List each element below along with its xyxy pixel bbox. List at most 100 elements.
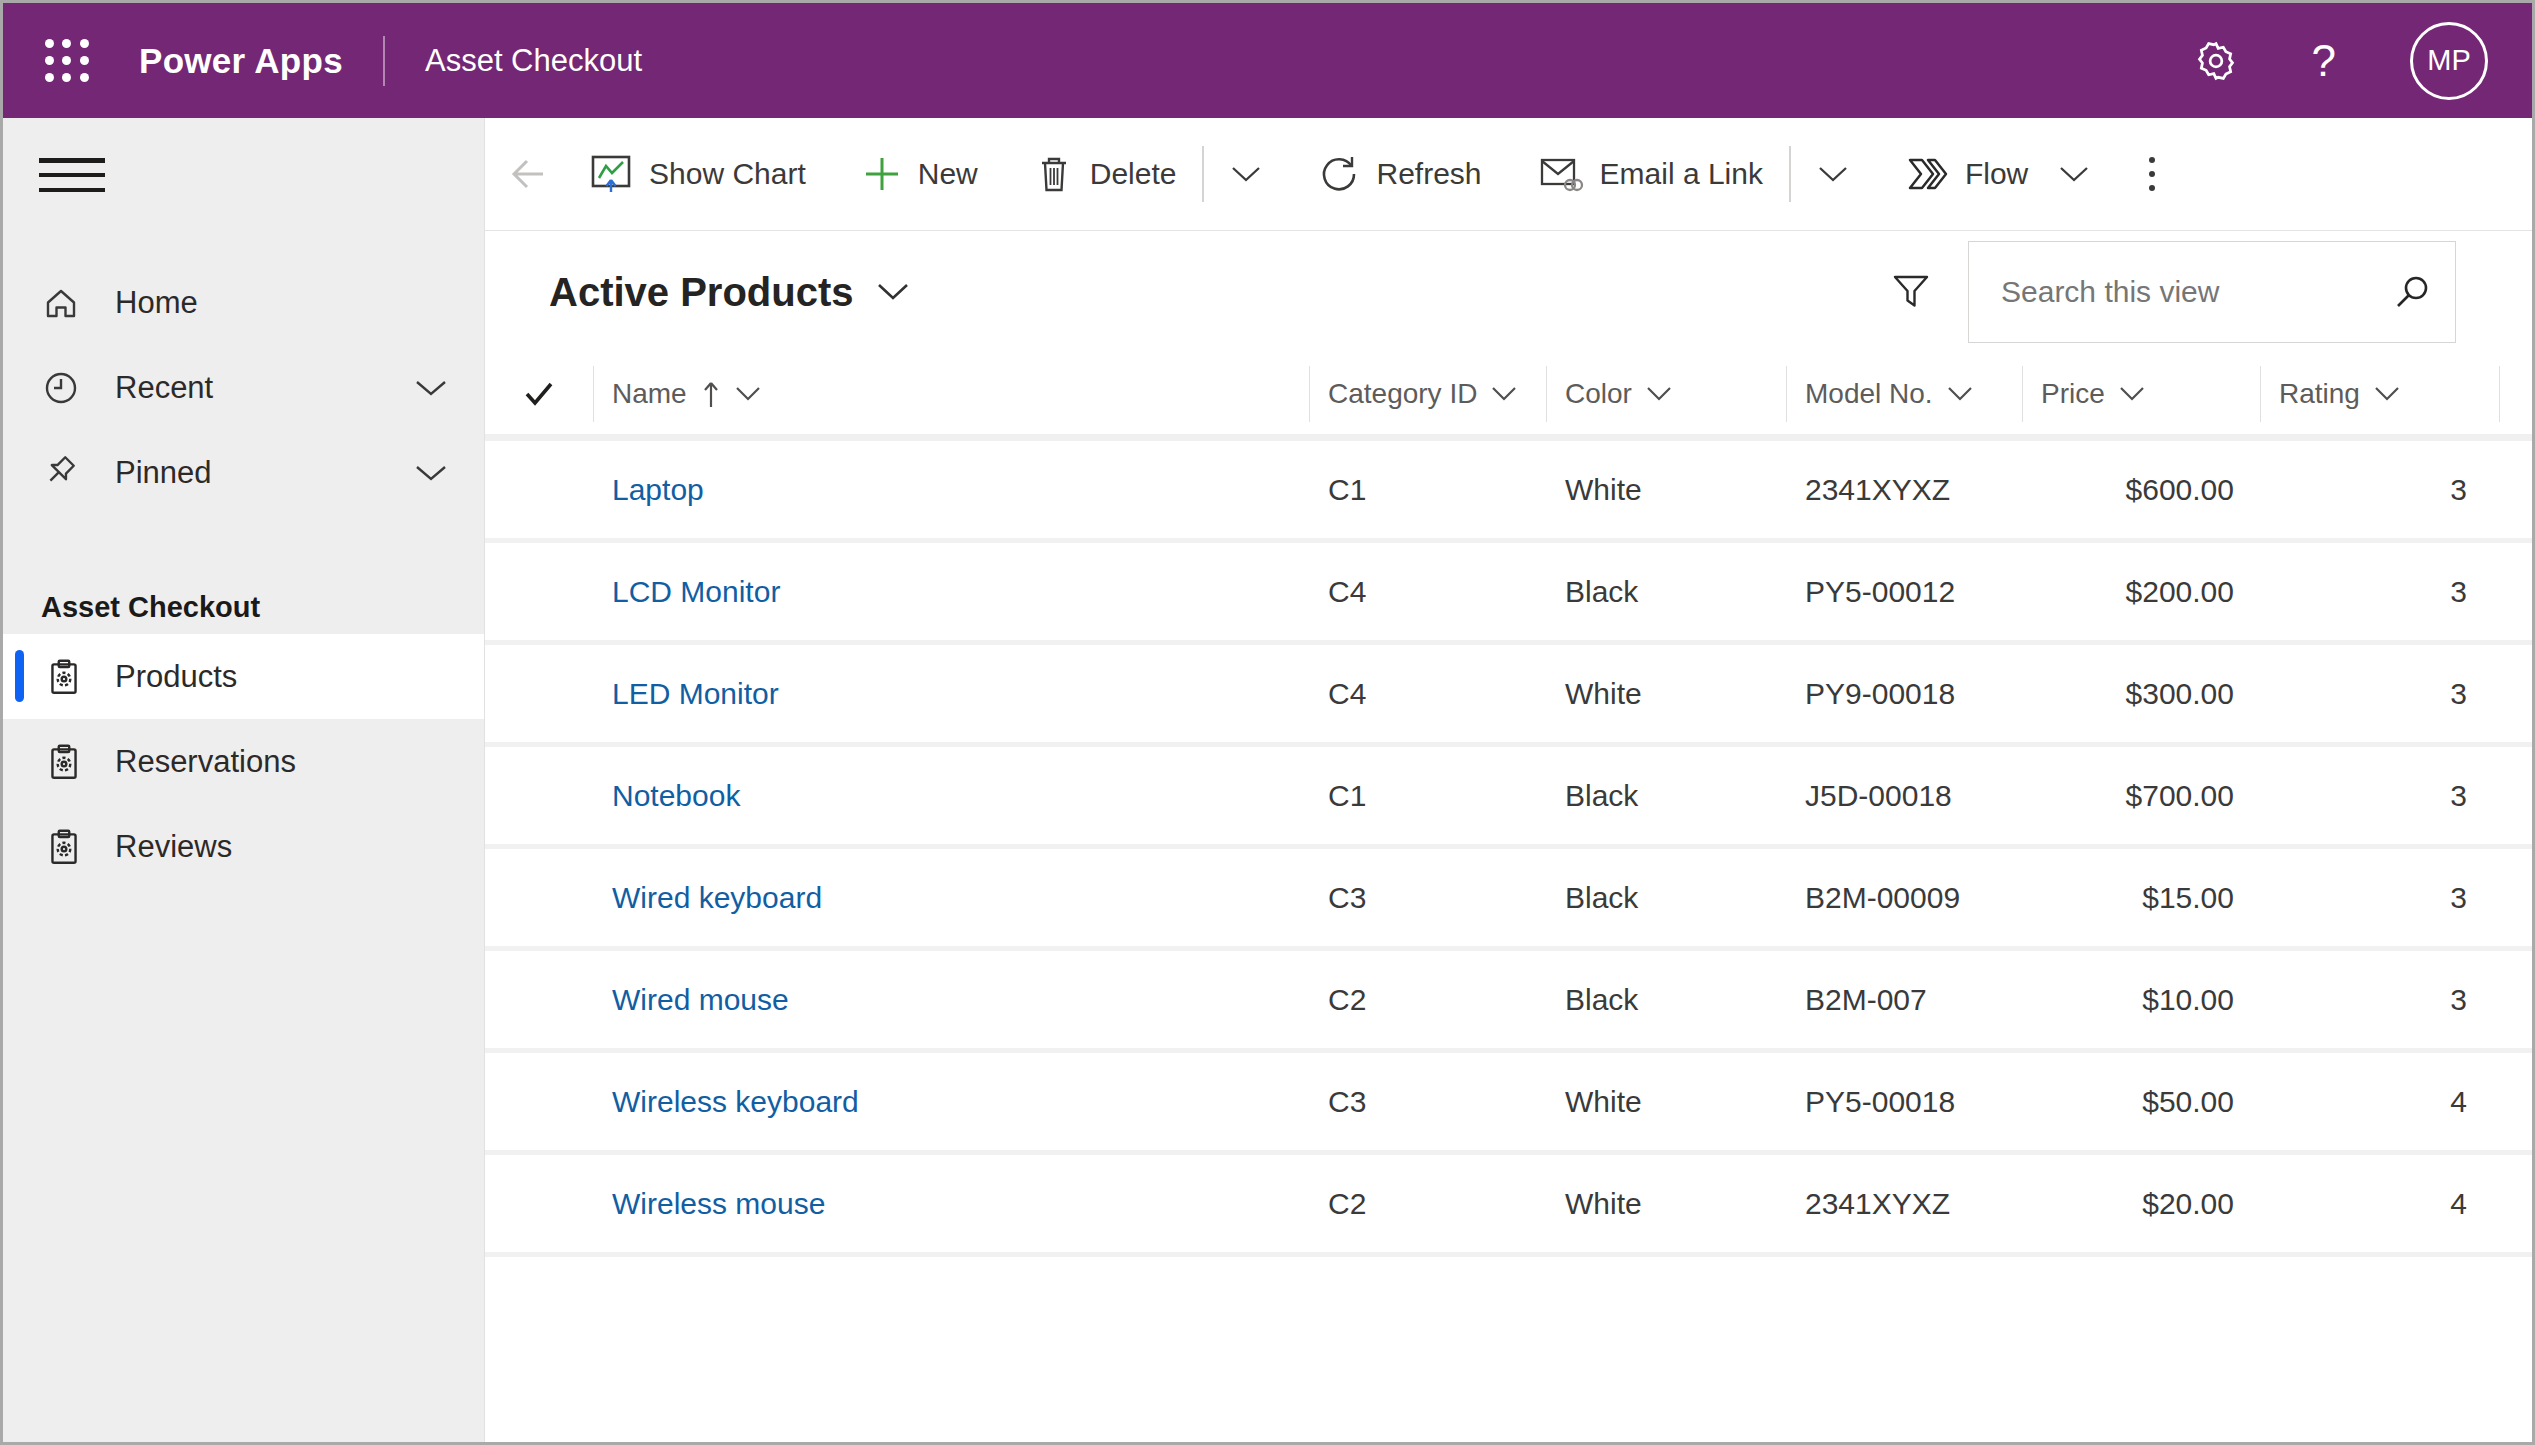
column-label: Name bbox=[612, 378, 687, 410]
column-label: Rating bbox=[2279, 378, 2360, 410]
cell-color: White bbox=[1546, 1085, 1786, 1119]
chevron-down-icon[interactable] bbox=[414, 463, 448, 483]
table-row[interactable]: LED Monitor C4 White PY9-00018 $300.00 3 bbox=[485, 645, 2532, 747]
sidebar-item-label: Reviews bbox=[115, 829, 232, 865]
record-link[interactable]: LCD Monitor bbox=[612, 575, 780, 608]
cell-rating: 3 bbox=[2260, 983, 2499, 1017]
plus-icon bbox=[862, 154, 902, 194]
chevron-down-icon bbox=[2058, 165, 2090, 183]
gear-icon[interactable] bbox=[2194, 39, 2238, 83]
table-row[interactable]: Notebook C1 Black J5D-00018 $700.00 3 bbox=[485, 747, 2532, 849]
button-label: Show Chart bbox=[649, 157, 806, 191]
cell-name: LCD Monitor bbox=[593, 575, 1309, 609]
cell-name: Wired mouse bbox=[593, 983, 1309, 1017]
cell-category-id: C4 bbox=[1309, 677, 1546, 711]
command-bar: Show Chart New Delete bbox=[485, 118, 2532, 231]
chevron-down-icon[interactable] bbox=[2374, 386, 2400, 401]
clipboard-gear-icon bbox=[43, 741, 85, 783]
column-header-price[interactable]: Price bbox=[2022, 366, 2260, 422]
record-link[interactable]: Laptop bbox=[612, 473, 704, 506]
cell-price: $300.00 bbox=[2022, 677, 2260, 711]
cell-model-no: B2M-007 bbox=[1786, 983, 2022, 1017]
toolbar-divider bbox=[1202, 146, 1204, 202]
more-vertical-icon[interactable] bbox=[2138, 142, 2166, 206]
cell-model-no: PY9-00018 bbox=[1786, 677, 2022, 711]
chevron-down-icon[interactable] bbox=[1491, 386, 1517, 401]
column-header-category-id[interactable]: Category ID bbox=[1309, 366, 1546, 422]
chevron-down-icon[interactable] bbox=[1646, 386, 1672, 401]
overflow-chevron[interactable] bbox=[1222, 155, 1270, 193]
column-header-model-no[interactable]: Model No. bbox=[1786, 366, 2022, 422]
sidebar-item-reservations[interactable]: Reservations bbox=[3, 719, 484, 804]
select-all-checkbox[interactable] bbox=[485, 366, 593, 422]
table-row[interactable]: Wired mouse C2 Black B2M-007 $10.00 3 bbox=[485, 951, 2532, 1053]
cell-model-no: B2M-00009 bbox=[1786, 881, 2022, 915]
flow-icon bbox=[1905, 153, 1949, 195]
record-link[interactable]: Wireless mouse bbox=[612, 1187, 825, 1220]
view-selector[interactable]: Active Products bbox=[549, 270, 910, 315]
table-row[interactable]: Wireless mouse C2 White 2341XYXZ $20.00 … bbox=[485, 1155, 2532, 1257]
chevron-down-icon[interactable] bbox=[2119, 386, 2145, 401]
email-link-icon bbox=[1538, 154, 1584, 194]
sidebar-item-home[interactable]: Home bbox=[3, 260, 484, 345]
filter-icon[interactable] bbox=[1890, 272, 1932, 312]
cell-model-no: J5D-00018 bbox=[1786, 779, 2022, 813]
chevron-down-icon[interactable] bbox=[735, 386, 761, 401]
column-header-color[interactable]: Color bbox=[1546, 366, 1786, 422]
record-link[interactable]: Wireless keyboard bbox=[612, 1085, 859, 1118]
overflow-chevron[interactable] bbox=[1809, 155, 1857, 193]
table-row[interactable]: Laptop C1 White 2341XYXZ $600.00 3 bbox=[485, 441, 2532, 543]
button-label: Delete bbox=[1090, 157, 1177, 191]
avatar[interactable]: MP bbox=[2410, 22, 2488, 100]
clipboard-gear-icon bbox=[43, 656, 85, 698]
column-label: Category ID bbox=[1328, 378, 1477, 410]
record-link[interactable]: LED Monitor bbox=[612, 677, 779, 710]
column-header-name[interactable]: Name bbox=[593, 366, 1309, 422]
record-link[interactable]: Wired mouse bbox=[612, 983, 789, 1016]
cell-category-id: C3 bbox=[1309, 881, 1546, 915]
column-label: Model No. bbox=[1805, 378, 1933, 410]
chevron-down-icon[interactable] bbox=[1947, 386, 1973, 401]
refresh-icon bbox=[1318, 153, 1360, 195]
waffle-icon[interactable] bbox=[41, 35, 93, 87]
sidebar-item-recent[interactable]: Recent bbox=[3, 345, 484, 430]
search-box bbox=[1968, 241, 2456, 343]
table-row[interactable]: Wireless keyboard C3 White PY5-00018 $50… bbox=[485, 1053, 2532, 1155]
cell-rating: 3 bbox=[2260, 575, 2499, 609]
new-button[interactable]: New bbox=[854, 144, 986, 204]
search-input[interactable] bbox=[1969, 274, 2393, 310]
refresh-button[interactable]: Refresh bbox=[1310, 143, 1489, 205]
sidebar-item-products[interactable]: Products bbox=[3, 634, 484, 719]
email-a-link-button[interactable]: Email a Link bbox=[1530, 144, 1771, 204]
chevron-down-icon[interactable] bbox=[414, 378, 448, 398]
column-header-rating[interactable]: Rating bbox=[2260, 366, 2499, 422]
cell-name: Notebook bbox=[593, 779, 1309, 813]
sidebar-item-pinned[interactable]: Pinned bbox=[3, 430, 484, 515]
sidebar: Home Recent Pinned bbox=[3, 118, 485, 1442]
column-label: Price bbox=[2041, 378, 2105, 410]
cell-price: $200.00 bbox=[2022, 575, 2260, 609]
clock-icon bbox=[41, 368, 81, 408]
sidebar-item-reviews[interactable]: Reviews bbox=[3, 804, 484, 889]
record-link[interactable]: Wired keyboard bbox=[612, 881, 822, 914]
cell-rating: 3 bbox=[2260, 881, 2499, 915]
app-header: Power Apps Asset Checkout ? MP bbox=[3, 3, 2532, 118]
cell-price: $700.00 bbox=[2022, 779, 2260, 813]
flow-button[interactable]: Flow bbox=[1897, 143, 2098, 205]
brand-title: Power Apps bbox=[139, 41, 343, 81]
cell-color: White bbox=[1546, 473, 1786, 507]
record-link[interactable]: Notebook bbox=[612, 779, 740, 812]
search-icon[interactable] bbox=[2393, 273, 2431, 311]
table-row[interactable]: LCD Monitor C4 Black PY5-00012 $200.00 3 bbox=[485, 543, 2532, 645]
cell-name: Wireless keyboard bbox=[593, 1085, 1309, 1119]
delete-button[interactable]: Delete bbox=[1026, 143, 1185, 205]
cell-price: $15.00 bbox=[2022, 881, 2260, 915]
help-icon[interactable]: ? bbox=[2312, 36, 2336, 86]
table-row[interactable]: Wired keyboard C3 Black B2M-00009 $15.00… bbox=[485, 849, 2532, 951]
cell-category-id: C2 bbox=[1309, 983, 1546, 1017]
button-label: Flow bbox=[1965, 157, 2028, 191]
show-chart-button[interactable]: Show Chart bbox=[581, 142, 814, 206]
hamburger-icon[interactable] bbox=[39, 158, 105, 192]
cell-price: $50.00 bbox=[2022, 1085, 2260, 1119]
back-arrow-icon[interactable] bbox=[507, 156, 547, 192]
